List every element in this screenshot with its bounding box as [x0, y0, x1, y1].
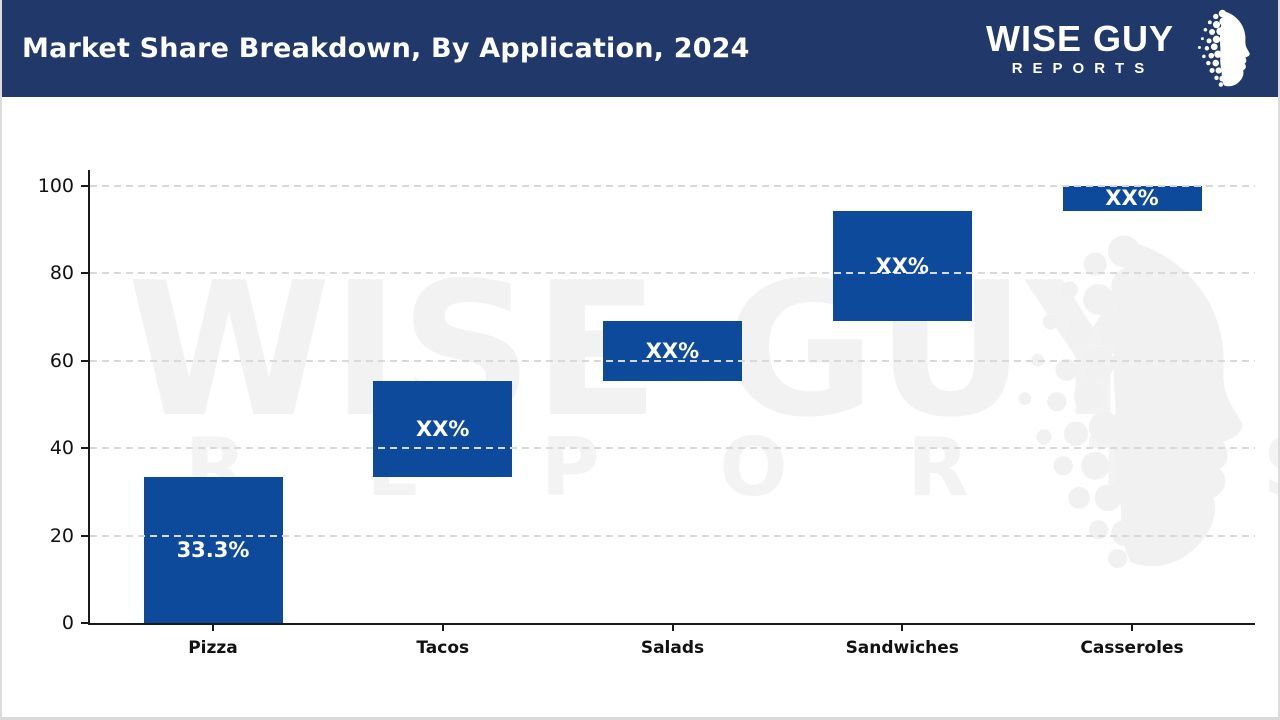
gridline-40: [90, 447, 1255, 450]
y-tick-label-80: 80: [49, 262, 74, 285]
y-tick-label-0: 0: [61, 612, 74, 634]
bar-label-salads: XX%: [645, 338, 700, 363]
page-title: Market Share Breakdown, By Application, …: [22, 33, 750, 64]
y-tick-0: [81, 622, 90, 624]
y-tick-20: [81, 534, 90, 537]
y-tick-80: [81, 272, 90, 275]
bar-sandwiches: [832, 210, 972, 321]
bar-tacos: [373, 380, 513, 478]
y-tick-40: [81, 447, 90, 450]
y-tick-60: [81, 359, 90, 362]
y-axis-line: [88, 170, 90, 625]
gridline-60: [90, 359, 1255, 362]
bar-label-sandwiches: XX%: [875, 253, 929, 278]
wiseguy-face-icon: [1197, 9, 1250, 87]
x-tick-salads: [671, 623, 674, 631]
gridline-20: [90, 534, 1255, 537]
bar-label-tacos: XX%: [416, 417, 470, 442]
bar-salads: [603, 320, 742, 381]
x-tick-tacos: [441, 623, 444, 631]
y-tick-label-100: 100: [37, 175, 74, 197]
category-label-pizza: Pizza: [188, 638, 238, 658]
bar-pizza: [143, 477, 283, 623]
y-tick-label-60: 60: [49, 349, 74, 372]
y-tick-100: [81, 185, 90, 187]
gridline-80: [90, 272, 1255, 275]
x-axis-line: [88, 623, 1255, 625]
y-tick-label-20: 20: [49, 524, 74, 547]
watermark-text-line2: R E P O R T S: [185, 421, 1280, 514]
category-label-salads: Salads: [640, 638, 705, 658]
logo-text: WISE GUY REPORTS: [985, 18, 1174, 77]
y-tick-label-40: 40: [49, 437, 74, 460]
bar-label-pizza: 33.3%: [176, 538, 250, 563]
gridline-100: [90, 185, 1255, 187]
watermark-face-icon: [1018, 235, 1243, 569]
category-label-casseroles: Casseroles: [1080, 638, 1184, 658]
category-label-tacos: Tacos: [416, 638, 470, 658]
header: Market Share Breakdown, By Application, …: [2, 0, 1278, 97]
bar-label-casseroles: XX%: [1105, 186, 1159, 211]
logo-wordmark: WISE GUY: [985, 18, 1174, 59]
x-tick-sandwiches: [901, 623, 904, 631]
x-tick-pizza: [212, 623, 214, 631]
bar-casseroles: [1062, 186, 1202, 211]
x-tick-casseroles: [1131, 623, 1133, 631]
logo-subtitle: REPORTS: [1011, 60, 1155, 77]
wiseguy-logo: WISE GUY REPORTS: [986, 6, 1252, 92]
category-label-sandwiches: Sandwiches: [845, 638, 959, 658]
